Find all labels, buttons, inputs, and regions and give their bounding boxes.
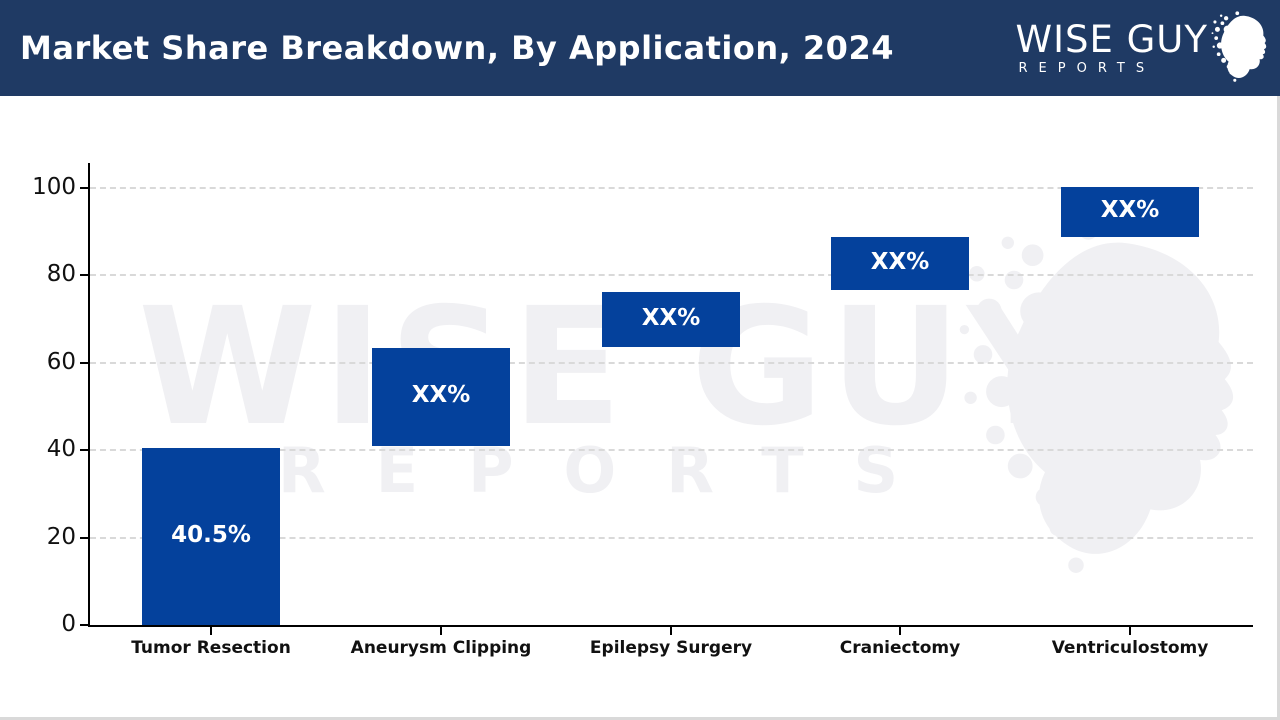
- x-category-label: Craniectomy: [839, 638, 961, 658]
- bar-value-label: XX%: [870, 248, 930, 275]
- x-tick-mark: [1129, 627, 1131, 635]
- y-tick-mark: [80, 187, 88, 189]
- header-band: Market Share Breakdown, By Application, …: [0, 0, 1280, 96]
- y-tick-label: 80: [46, 261, 76, 288]
- bar-value-label: XX%: [411, 382, 471, 409]
- y-tick-mark: [80, 536, 88, 539]
- x-tick-mark: [899, 627, 901, 635]
- y-tick-label: 40: [46, 436, 76, 463]
- bar-value-label: 40.5%: [171, 521, 251, 548]
- x-category-label: Ventriculostomy: [1051, 638, 1209, 658]
- x-category-label: Aneurysm Clipping: [350, 638, 532, 658]
- logo-reports-text: REPORTS: [1018, 61, 1156, 76]
- x-tick-mark: [210, 627, 212, 635]
- y-tick-label: 60: [46, 348, 76, 375]
- figure-border-bottom: [0, 717, 1280, 720]
- chart-title: Market Share Breakdown, By Application, …: [20, 29, 894, 67]
- bar: [372, 347, 510, 447]
- y-tick-label: 100: [32, 174, 76, 200]
- bar: [602, 292, 740, 348]
- x-tick-mark: [440, 627, 442, 635]
- gridline: [90, 449, 1253, 452]
- x-axis-spine: [88, 625, 1253, 627]
- bar: [831, 237, 969, 291]
- bar-value-label: XX%: [641, 304, 701, 331]
- bar-value-label: XX%: [1100, 196, 1160, 223]
- y-tick-mark: [80, 274, 88, 277]
- bar: [142, 448, 280, 625]
- gridline: [90, 187, 1253, 189]
- logo-wiseguy-text: WISE GUY: [1015, 18, 1208, 61]
- logo-head-icon: [1211, 11, 1267, 82]
- gridline: [90, 361, 1253, 364]
- y-axis-spine: [88, 163, 90, 627]
- gridline: [90, 274, 1253, 277]
- figure-border-right: [1277, 96, 1280, 720]
- wiseguy-logo: WISE GUY REPORTS: [1016, 4, 1272, 92]
- gridline: [90, 536, 1253, 539]
- x-category-label: Epilepsy Surgery: [589, 638, 753, 658]
- y-tick-label: 0: [61, 611, 76, 637]
- y-tick-mark: [80, 449, 88, 452]
- y-tick-label: 20: [46, 523, 76, 550]
- x-category-label: Tumor Resection: [131, 638, 291, 658]
- logo-text: WISE GUY REPORTS: [1016, 21, 1208, 75]
- y-tick-mark: [80, 624, 88, 626]
- x-tick-mark: [670, 627, 672, 635]
- y-tick-mark: [80, 361, 88, 364]
